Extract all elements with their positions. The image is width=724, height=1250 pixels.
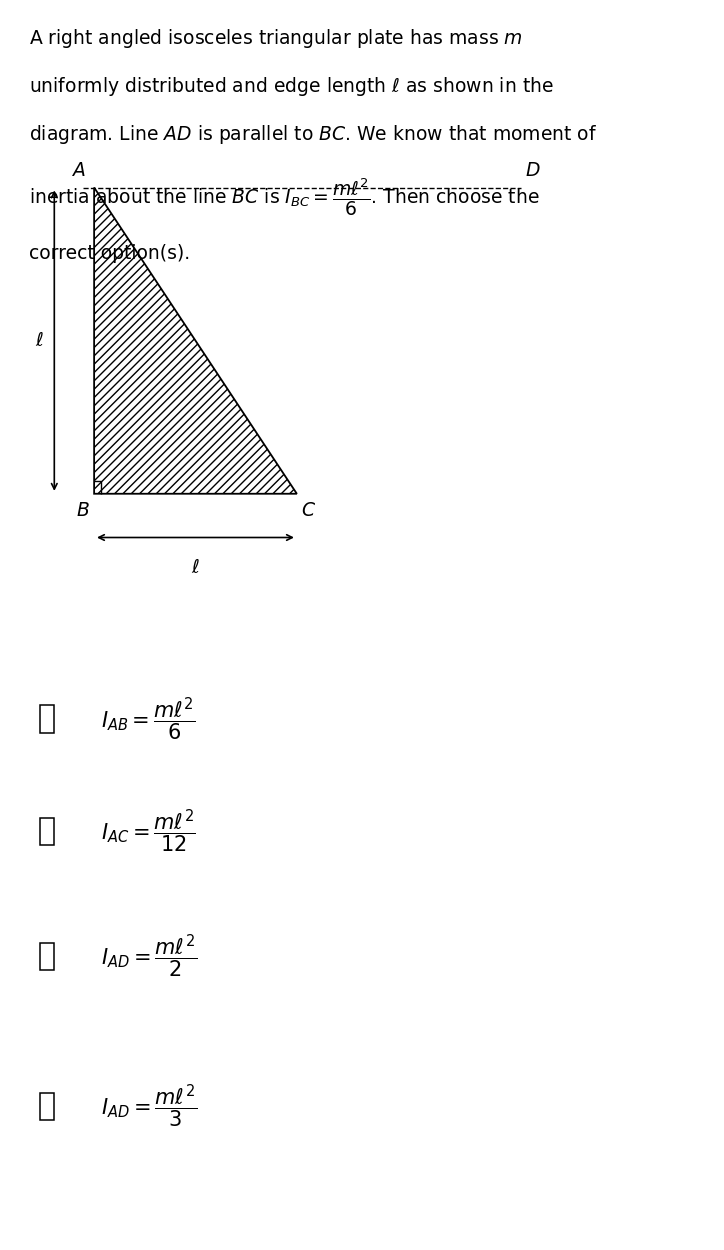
Polygon shape — [94, 188, 297, 494]
Text: correct option(s).: correct option(s). — [29, 244, 190, 262]
Text: $A$: $A$ — [71, 161, 85, 180]
Text: inertia about the line $BC$ is $I_{BC} = \dfrac{m\ell^2}{6}$. Then choose the: inertia about the line $BC$ is $I_{BC} =… — [29, 177, 539, 219]
Text: $I_{AC} = \dfrac{m\ell^2}{12}$: $I_{AC} = \dfrac{m\ell^2}{12}$ — [101, 808, 196, 855]
Text: $D$: $D$ — [525, 161, 541, 180]
Text: $I_{AD} = \dfrac{m\ell^2}{2}$: $I_{AD} = \dfrac{m\ell^2}{2}$ — [101, 932, 198, 980]
Text: $C$: $C$ — [301, 501, 316, 520]
Text: uniformly distributed and edge length $\ell$ as shown in the: uniformly distributed and edge length $\… — [29, 75, 554, 98]
Text: diagram. Line $AD$ is parallel to $BC$. We know that moment of: diagram. Line $AD$ is parallel to $BC$. … — [29, 122, 597, 145]
Text: $B$: $B$ — [76, 501, 89, 520]
Text: $\ell$: $\ell$ — [35, 331, 44, 350]
Text: $I_{AD} = \dfrac{m\ell^2}{3}$: $I_{AD} = \dfrac{m\ell^2}{3}$ — [101, 1082, 198, 1130]
Text: $I_{AB} = \dfrac{m\ell^2}{6}$: $I_{AB} = \dfrac{m\ell^2}{6}$ — [101, 695, 196, 742]
Text: A right angled isosceles triangular plate has mass $m$: A right angled isosceles triangular plat… — [29, 28, 523, 50]
Text: $\ell$: $\ell$ — [191, 558, 200, 576]
